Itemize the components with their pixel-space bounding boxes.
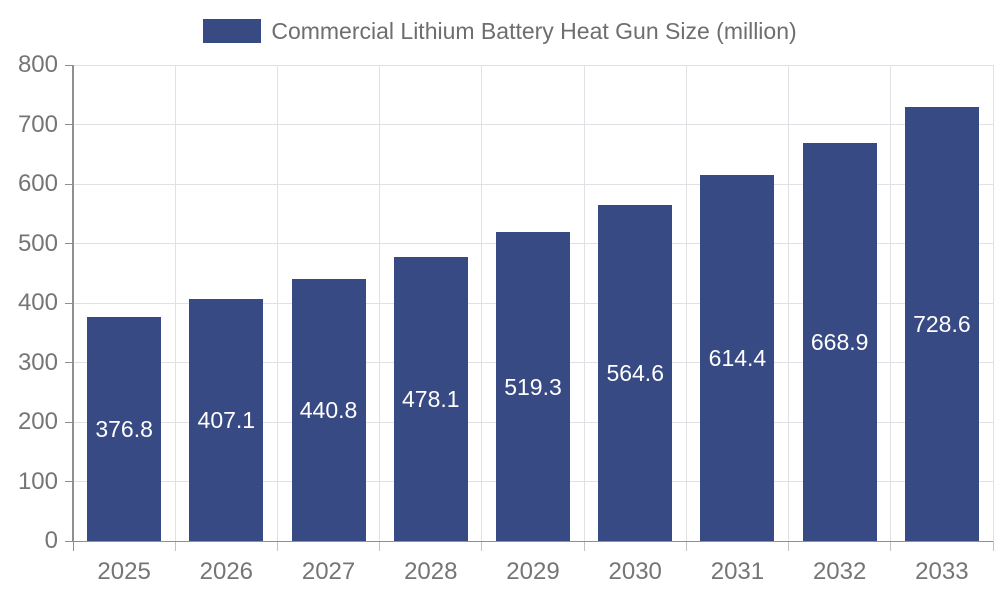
y-axis-tick-label: 0 (44, 527, 58, 554)
x-axis-tick (685, 541, 687, 551)
y-axis-tick (65, 362, 73, 363)
gridline-horizontal (73, 124, 993, 125)
bar-2033[interactable] (904, 107, 979, 541)
x-axis-tick (174, 541, 176, 551)
x-axis-tick (72, 541, 74, 551)
x-axis-tick (788, 541, 790, 551)
x-axis-tick (992, 541, 994, 551)
y-axis-tick (65, 540, 73, 542)
bar-2029[interactable] (496, 232, 570, 541)
y-axis-tick-label: 400 (17, 289, 58, 316)
bar-2028[interactable] (393, 256, 468, 541)
x-axis-tick-label: 2025 (97, 558, 151, 585)
x-axis-tick (379, 541, 381, 551)
y-axis-tick (65, 64, 73, 66)
gridline-vertical (276, 65, 278, 541)
y-axis-line (72, 65, 74, 541)
y-axis-tick (65, 481, 73, 482)
bar-2030[interactable] (598, 205, 673, 541)
x-axis-tick-label: 2029 (506, 558, 560, 585)
gridline-vertical (890, 65, 892, 541)
x-axis-tick-label: 2032 (812, 558, 867, 585)
y-axis-tick-label: 800 (17, 51, 58, 78)
y-axis-tick-label: 200 (17, 408, 58, 435)
gridline-horizontal (73, 64, 993, 66)
y-axis-tick (65, 243, 73, 244)
legend-label[interactable]: Commercial Lithium Battery Heat Gun Size… (271, 18, 797, 44)
gridline-vertical (583, 65, 585, 541)
x-axis-tick (890, 541, 892, 551)
y-axis-tick-label: 700 (17, 110, 58, 138)
y-axis-tick-label: 500 (17, 229, 58, 257)
legend-swatch[interactable] (203, 19, 262, 43)
x-axis-tick (276, 541, 278, 551)
x-axis-tick-label: 2027 (301, 558, 356, 585)
y-axis-tick (65, 183, 73, 185)
legend-item[interactable]: Commercial Lithium Battery Heat Gun Size… (0, 12, 1000, 50)
gridline-horizontal (73, 183, 993, 185)
y-axis-tick (65, 302, 73, 304)
gridline-vertical (788, 65, 790, 541)
x-axis-tick-label: 2026 (199, 558, 254, 585)
bar-2031[interactable] (700, 175, 775, 541)
gridline-vertical (174, 65, 176, 541)
bar-2032[interactable] (802, 143, 877, 541)
y-axis-tick (65, 421, 73, 423)
x-axis-tick-label: 2028 (404, 558, 458, 585)
y-axis-tick (65, 124, 73, 125)
x-axis-tick-label: 2031 (710, 558, 765, 585)
x-axis-tick (481, 541, 483, 551)
y-axis-tick-label: 100 (17, 467, 58, 495)
bar-2025[interactable] (87, 316, 162, 541)
gridline-vertical (481, 65, 483, 541)
gridline-vertical (379, 65, 381, 541)
x-axis-line (73, 540, 993, 542)
gridline-vertical (992, 65, 994, 541)
gridline-vertical (685, 65, 687, 541)
bar-2027[interactable] (291, 278, 366, 541)
y-axis-tick-label: 600 (17, 170, 58, 197)
bar-2026[interactable] (189, 298, 264, 541)
x-axis-tick (583, 541, 585, 551)
x-axis-tick-label: 2033 (915, 558, 969, 585)
x-axis-tick-label: 2030 (608, 558, 662, 585)
y-axis-tick-label: 300 (17, 348, 58, 376)
